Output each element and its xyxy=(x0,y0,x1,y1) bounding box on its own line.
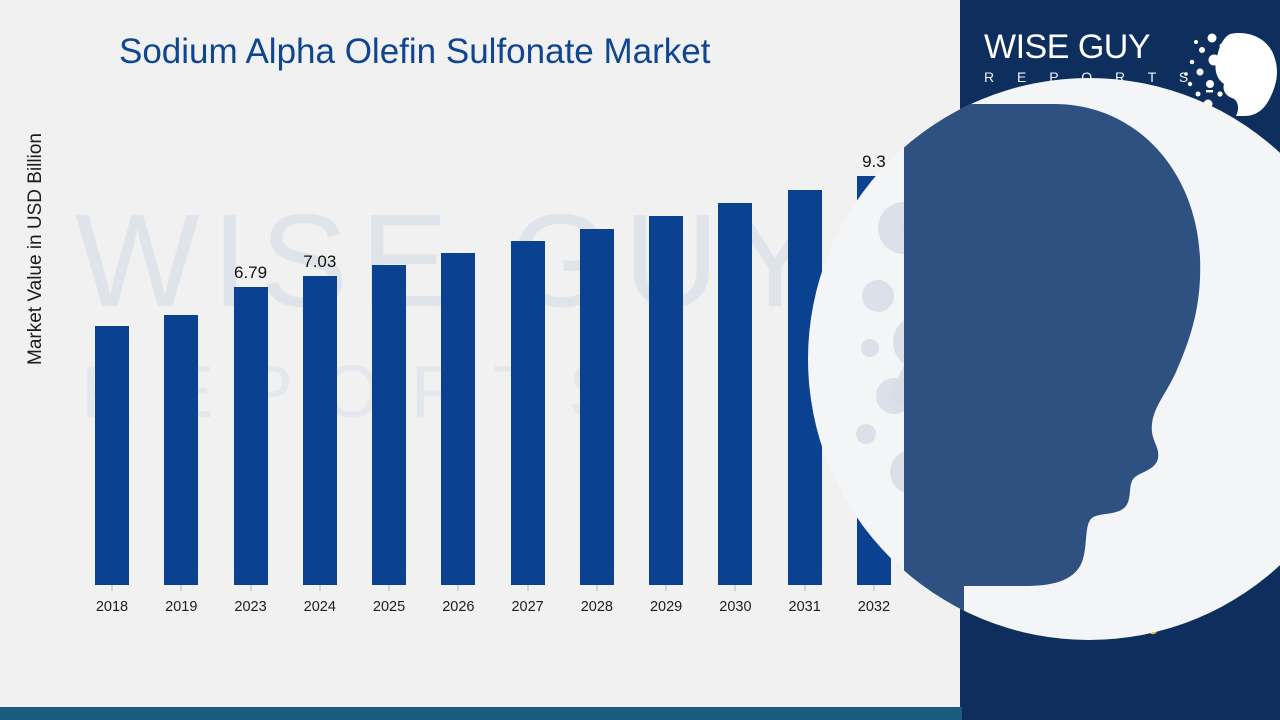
x-axis-tick xyxy=(111,585,113,591)
bar xyxy=(510,240,545,585)
bar-group: 2025 xyxy=(355,150,423,615)
bar xyxy=(579,228,614,585)
x-axis-tick xyxy=(250,585,252,591)
x-axis-tick xyxy=(388,585,390,591)
x-axis-tick xyxy=(665,585,667,591)
logo-wordmark: WISE GUY xyxy=(984,28,1151,66)
bar-group: 2018 xyxy=(78,150,146,615)
bar-group: 2019 xyxy=(147,150,215,615)
decorative-circle xyxy=(808,78,1280,640)
head-silhouette-icon xyxy=(904,104,1201,634)
bar-group: 6.79 2023 xyxy=(217,150,285,615)
x-axis-label: 2019 xyxy=(165,599,198,615)
bar xyxy=(649,215,684,585)
page-title: Sodium Alpha Olefin Sulfonate Market xyxy=(119,32,711,71)
x-axis-tick xyxy=(596,585,598,591)
bar-value-label: 9.3 xyxy=(862,152,886,172)
x-axis-label: 2023 xyxy=(234,599,267,615)
x-axis-label: 2018 xyxy=(95,599,129,615)
bar xyxy=(164,314,199,585)
bar-value-label: 7.03 xyxy=(303,252,337,272)
bar xyxy=(441,253,476,585)
x-axis-tick xyxy=(734,585,736,591)
wiseguy-logo: WISE GUY R E P O R T S xyxy=(984,28,1277,120)
bar xyxy=(95,325,129,585)
x-axis-tick xyxy=(319,585,321,591)
x-axis-label: 2031 xyxy=(788,599,821,615)
x-axis-label: 2026 xyxy=(442,599,475,615)
bar-group: 2029 xyxy=(632,150,700,615)
plot-area: 2018 2019 6.79 2023 7.03 2024 2025 2026 2027 2028… xyxy=(78,150,908,615)
bar-group: 2028 xyxy=(563,150,631,615)
x-axis-label: 2030 xyxy=(719,599,752,615)
x-axis-tick xyxy=(873,585,875,591)
bar xyxy=(302,276,337,585)
bar xyxy=(718,202,753,585)
x-axis-label: 2024 xyxy=(303,599,336,615)
x-axis-label: 2025 xyxy=(372,599,406,615)
logo-head-dots-icon xyxy=(1184,32,1277,118)
x-axis-tick xyxy=(180,585,182,591)
bar-group: 2027 xyxy=(494,150,562,615)
x-axis-tick xyxy=(527,585,529,591)
bar xyxy=(233,286,268,585)
bar-group: 7.03 2024 xyxy=(286,150,354,615)
x-axis-label: 2028 xyxy=(580,599,613,615)
x-axis-tick xyxy=(804,585,806,591)
y-axis-title: Market Value in USD Billion xyxy=(25,133,46,365)
bar-chart: Market Value in USD Billion 2018 2019 6.79… xyxy=(25,133,908,615)
x-axis-label: 2032 xyxy=(857,599,891,615)
bottom-accent-strip xyxy=(0,707,962,720)
x-axis-label: 2027 xyxy=(511,599,544,615)
logo-subtitle: R E P O R T S xyxy=(984,69,1198,85)
bar-series: 2018 2019 6.79 2023 7.03 2024 2025 2026 2027 2028… xyxy=(78,150,908,615)
bar-group: 2030 xyxy=(701,150,769,615)
bar-group: 2026 xyxy=(424,150,492,615)
bar-value-label: 6.79 xyxy=(233,262,268,282)
bar xyxy=(372,264,407,585)
x-axis-tick xyxy=(457,585,459,591)
x-axis-label: 2029 xyxy=(649,599,683,615)
